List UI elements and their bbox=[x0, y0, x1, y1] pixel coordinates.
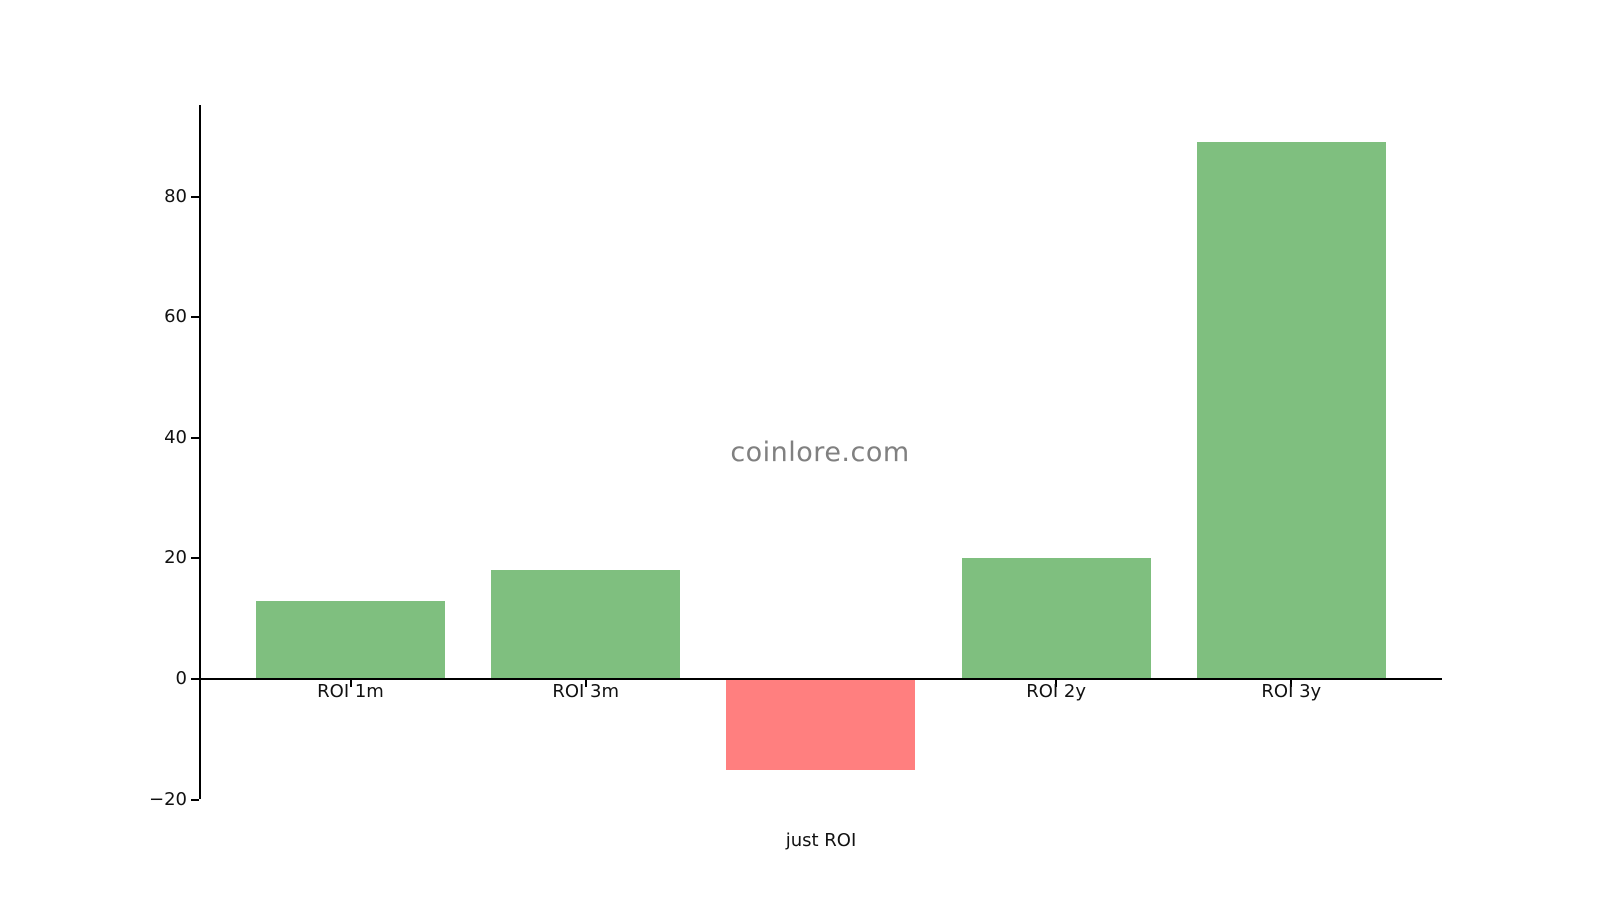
x-tick-label-roi-3m: ROI 3m bbox=[552, 681, 620, 702]
y-axis-line bbox=[199, 105, 201, 799]
x-tick-mark-roi-1m bbox=[349, 679, 352, 687]
x-axis-zero-line bbox=[199, 678, 1442, 680]
x-tick-mark-roi-3m bbox=[584, 679, 587, 687]
bar-roi-3m bbox=[491, 570, 681, 679]
y-tick-mark--20 bbox=[191, 798, 199, 801]
x-tick-mark-roi-3y bbox=[1290, 679, 1293, 687]
x-axis-title: just ROI bbox=[785, 830, 857, 851]
y-tick-label-80: 80 bbox=[164, 185, 187, 207]
x-tick-label-roi-3y: ROI 3y bbox=[1261, 681, 1322, 702]
bar-roi-3y bbox=[1196, 142, 1386, 679]
y-tick-label-60: 60 bbox=[164, 306, 187, 328]
y-tick-label--20: −20 bbox=[149, 788, 187, 810]
y-tick-label-20: 20 bbox=[164, 547, 187, 569]
y-tick-mark-40 bbox=[191, 436, 199, 439]
y-tick-label-40: 40 bbox=[164, 426, 187, 448]
y-tick-mark-80 bbox=[191, 195, 199, 198]
x-tick-label-roi-1m: ROI 1m bbox=[317, 681, 384, 702]
x-tick-label-roi-2y: ROI 2y bbox=[1026, 681, 1086, 702]
watermark-text: coinlore.com bbox=[730, 437, 910, 468]
x-tick-mark-roi-2y bbox=[1055, 679, 1058, 687]
bar-roi-1m bbox=[256, 600, 445, 679]
bar-roi-2y bbox=[961, 558, 1151, 679]
y-tick-mark-60 bbox=[191, 316, 199, 319]
y-tick-mark-20 bbox=[191, 557, 199, 560]
y-tick-label-0: 0 bbox=[175, 668, 187, 689]
y-tick-mark-0 bbox=[191, 678, 199, 680]
bar-category-2 bbox=[726, 680, 916, 771]
